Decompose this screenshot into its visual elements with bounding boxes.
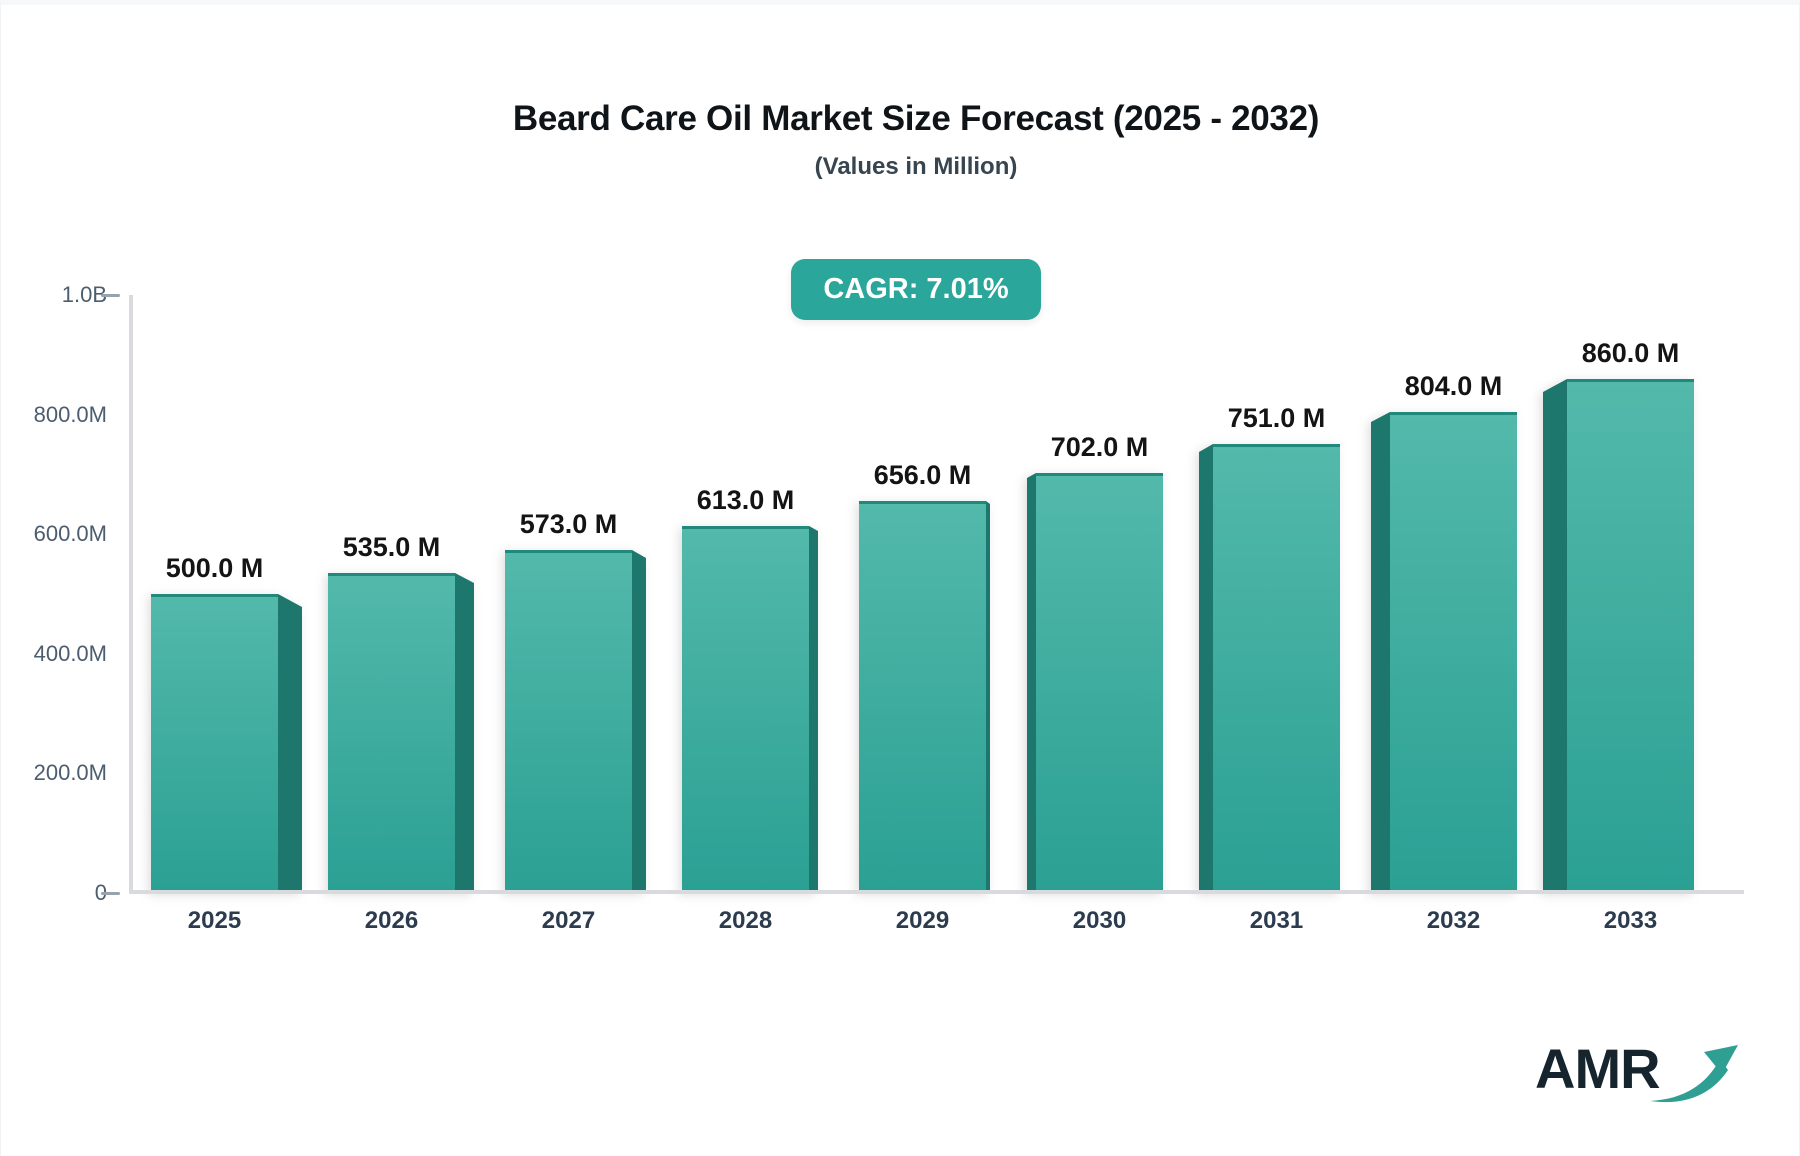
bar-value-label: 613.0 M (696, 485, 795, 515)
cagr-badge-wrap: CAGR: 7.01% (16, 259, 1799, 320)
bar-value-label: 751.0 M (1227, 403, 1326, 433)
y-axis-tick-label: 200.0M (33, 760, 107, 785)
bar-value-label: 500.0 M (165, 553, 264, 583)
bar-value-label: 860.0 M (1581, 338, 1680, 368)
bar-2031 (1199, 444, 1340, 893)
x-axis-label: 2027 (541, 907, 596, 934)
bar-2026 (328, 573, 474, 893)
x-axis-label: 2026 (364, 907, 419, 934)
bar-2032 (1371, 412, 1517, 893)
x-axis-label: 2032 (1426, 907, 1481, 934)
x-axis-line (129, 890, 1744, 894)
y-axis-line (129, 295, 133, 893)
bar-2033 (1543, 379, 1694, 893)
bar-2027 (505, 550, 646, 893)
y-axis-tick-label: 400.0M (33, 641, 107, 666)
chart-subtitle: (Values in Million) (814, 153, 1018, 180)
bar-value-label: 656.0 M (873, 460, 972, 490)
y-axis-tick-label: 0 (1, 880, 107, 906)
x-axis-label: 2029 (895, 907, 950, 934)
bar-2029 (859, 501, 990, 893)
bar-value-label: 804.0 M (1404, 371, 1503, 401)
x-axis-label: 2025 (187, 907, 242, 934)
amr-logo-text: AMR (1535, 1037, 1661, 1100)
bar-value-label: 702.0 M (1050, 432, 1149, 462)
bar-value-label: 573.0 M (519, 509, 618, 539)
y-axis-tick-mark (101, 294, 120, 297)
bar-2028 (682, 526, 818, 893)
bar-2025 (151, 594, 302, 893)
amr-logo: AMR (1535, 1039, 1744, 1109)
chart-title: Beard Care Oil Market Size Forecast (202… (512, 99, 1320, 138)
cagr-badge: CAGR: 7.01% (791, 259, 1041, 320)
bar-2030 (1027, 473, 1163, 893)
bar-value-label: 535.0 M (342, 532, 441, 562)
y-axis-tick-label: 800.0M (33, 402, 107, 427)
x-axis-label: 2028 (718, 907, 773, 934)
x-axis-label: 2030 (1072, 907, 1127, 934)
x-axis-label: 2033 (1603, 907, 1658, 934)
y-axis-tick-label: 1.0B (61, 282, 107, 307)
y-axis-tick-label: 600.0M (33, 521, 107, 546)
y-axis-tick-mark (101, 892, 120, 895)
growth-arrow-icon (1649, 1045, 1738, 1103)
x-axis-label: 2031 (1249, 907, 1304, 934)
